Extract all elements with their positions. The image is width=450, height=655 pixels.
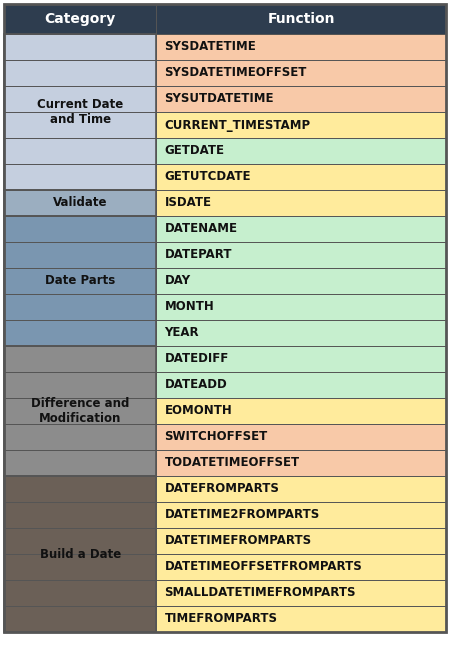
Text: SMALLDATETIMEFROMPARTS: SMALLDATETIMEFROMPARTS — [165, 586, 356, 599]
Bar — [4, 346, 157, 372]
Bar — [157, 528, 446, 554]
Bar — [4, 346, 157, 476]
Text: DATETIME2FROMPARTS: DATETIME2FROMPARTS — [165, 508, 320, 521]
Text: GETUTCDATE: GETUTCDATE — [165, 170, 251, 183]
Bar — [4, 372, 157, 398]
Bar — [4, 320, 157, 346]
Text: SYSDATETIME: SYSDATETIME — [165, 41, 256, 54]
Bar — [4, 60, 157, 86]
Bar — [4, 242, 157, 268]
Bar — [4, 4, 157, 34]
Bar — [157, 138, 446, 164]
Bar — [4, 554, 157, 580]
Bar — [157, 450, 446, 476]
Bar — [4, 476, 157, 502]
Bar — [4, 190, 157, 216]
Bar — [157, 398, 446, 424]
Text: GETDATE: GETDATE — [165, 145, 225, 157]
Text: DATENAME: DATENAME — [165, 223, 238, 236]
Text: YEAR: YEAR — [165, 326, 199, 339]
Bar — [157, 372, 446, 398]
Bar — [157, 4, 446, 34]
Text: DATEADD: DATEADD — [165, 379, 227, 392]
Text: DAY: DAY — [165, 274, 191, 288]
Text: Build a Date: Build a Date — [40, 548, 121, 561]
Bar — [4, 424, 157, 450]
Text: DATEDIFF: DATEDIFF — [165, 352, 229, 365]
Text: TIMEFROMPARTS: TIMEFROMPARTS — [165, 612, 278, 626]
Bar — [157, 34, 446, 60]
Text: SYSUTDATETIME: SYSUTDATETIME — [165, 92, 274, 105]
Bar — [4, 34, 157, 60]
Text: MONTH: MONTH — [165, 301, 214, 314]
Text: CURRENT_TIMESTAMP: CURRENT_TIMESTAMP — [165, 119, 310, 132]
Text: Current Date
and Time: Current Date and Time — [37, 98, 123, 126]
Bar — [4, 112, 157, 138]
Text: DATETIMEFROMPARTS: DATETIMEFROMPARTS — [165, 534, 311, 548]
Bar — [4, 528, 157, 554]
Bar — [157, 112, 446, 138]
Bar — [4, 502, 157, 528]
Text: Function: Function — [267, 12, 335, 26]
Bar — [157, 268, 446, 294]
Bar — [157, 242, 446, 268]
Text: DATEFROMPARTS: DATEFROMPARTS — [165, 483, 279, 495]
Bar — [4, 606, 157, 632]
Text: DATEPART: DATEPART — [165, 248, 232, 261]
Text: Category: Category — [45, 12, 116, 26]
Bar — [157, 346, 446, 372]
Text: Date Parts: Date Parts — [45, 274, 115, 288]
Bar — [4, 164, 157, 190]
Bar — [157, 60, 446, 86]
Bar — [157, 86, 446, 112]
Bar — [157, 476, 446, 502]
Text: DATETIMEOFFSETFROMPARTS: DATETIMEOFFSETFROMPARTS — [165, 561, 362, 574]
Bar — [4, 450, 157, 476]
Text: EOMONTH: EOMONTH — [165, 405, 232, 417]
Bar — [157, 502, 446, 528]
Bar — [157, 190, 446, 216]
Bar — [4, 138, 157, 164]
Bar — [4, 34, 157, 190]
Bar — [157, 606, 446, 632]
Bar — [157, 216, 446, 242]
Bar — [157, 294, 446, 320]
Text: SWITCHOFFSET: SWITCHOFFSET — [165, 430, 268, 443]
Text: Difference and
Modification: Difference and Modification — [31, 397, 130, 425]
Bar — [4, 398, 157, 424]
Bar — [157, 554, 446, 580]
Bar — [4, 294, 157, 320]
Bar — [4, 190, 157, 216]
Bar — [157, 580, 446, 606]
Bar — [157, 424, 446, 450]
Bar — [157, 164, 446, 190]
Text: ISDATE: ISDATE — [165, 196, 211, 210]
Bar — [4, 268, 157, 294]
Text: TODATETIMEOFFSET: TODATETIMEOFFSET — [165, 457, 300, 470]
Text: SYSDATETIMEOFFSET: SYSDATETIMEOFFSET — [165, 67, 307, 79]
Bar — [4, 580, 157, 606]
Bar — [4, 216, 157, 346]
Bar — [4, 216, 157, 242]
Text: Validate: Validate — [53, 196, 108, 210]
Bar — [157, 320, 446, 346]
Bar — [4, 86, 157, 112]
Bar — [4, 476, 157, 632]
